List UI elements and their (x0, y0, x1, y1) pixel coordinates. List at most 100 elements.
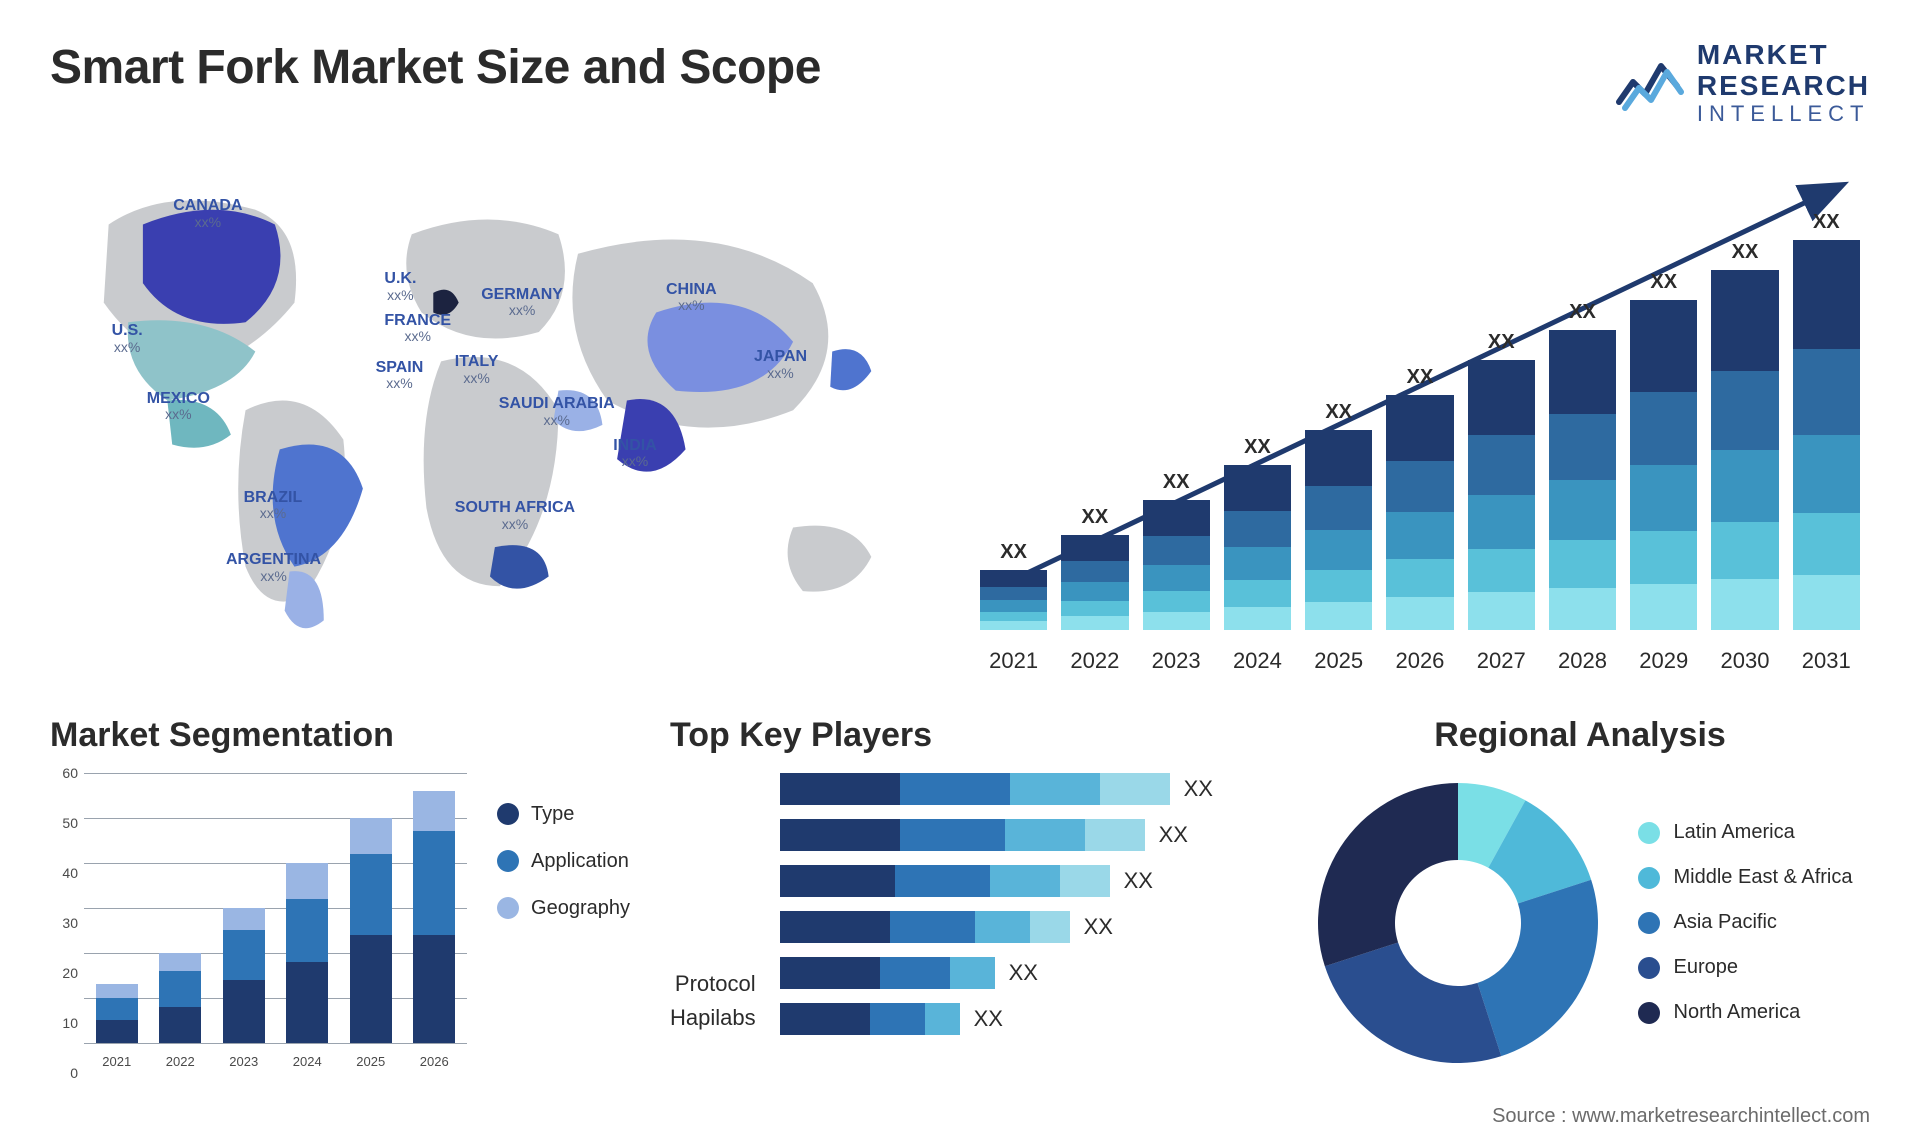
growth-segment (980, 600, 1047, 612)
country-label: SPAINxx% (376, 359, 424, 392)
x-axis-label: 2022 (166, 1054, 195, 1069)
growth-bar (1224, 465, 1291, 630)
growth-bar (980, 570, 1047, 630)
growth-top-label: XX (1163, 471, 1190, 494)
legend-swatch (497, 850, 519, 872)
growth-segment (1386, 597, 1453, 630)
growth-year-label: 2031 (1802, 648, 1851, 674)
growth-segment (1386, 559, 1453, 597)
segmentation-column: 2024 (281, 863, 335, 1043)
segmentation-column: 2023 (217, 908, 271, 1043)
growth-segment (1630, 300, 1697, 392)
legend-swatch (1638, 957, 1660, 979)
key-player-name: Hapilabs (670, 1005, 756, 1031)
legend-label: Application (531, 850, 629, 873)
regional-donut-chart (1308, 773, 1608, 1073)
key-player-segment (880, 957, 950, 989)
growth-segment (1630, 392, 1697, 465)
growth-segment (1224, 465, 1291, 511)
key-player-segment (780, 911, 890, 943)
growth-segment (1061, 601, 1128, 616)
key-player-segment (1010, 773, 1100, 805)
growth-top-label: XX (1082, 506, 1109, 529)
segmentation-segment (223, 908, 265, 931)
legend-item: Application (497, 850, 630, 873)
logo-text: MARKET RESEARCH INTELLECT (1697, 40, 1870, 126)
growth-year-label: 2021 (989, 648, 1038, 674)
segmentation-segment (96, 1020, 138, 1043)
country-label: CHINAxx% (666, 281, 717, 314)
growth-segment (1224, 580, 1291, 606)
key-player-bar (780, 1003, 960, 1035)
growth-segment (980, 587, 1047, 600)
growth-segment (1061, 535, 1128, 562)
y-axis-label: 60 (50, 765, 78, 781)
legend-item: Asia Pacific (1638, 911, 1853, 934)
growth-segment (1224, 607, 1291, 630)
growth-segment (1468, 549, 1535, 592)
donut-slice (1324, 942, 1500, 1063)
key-player-value: XX (1124, 868, 1153, 894)
regional-title: Regional Analysis (1290, 716, 1870, 755)
x-axis-label: 2026 (420, 1054, 449, 1069)
key-player-segment (950, 957, 995, 989)
donut-slice (1477, 880, 1598, 1056)
growth-segment (1061, 616, 1128, 629)
segmentation-segment (286, 863, 328, 899)
growth-year-label: 2029 (1639, 648, 1688, 674)
growth-segment (1468, 592, 1535, 630)
key-player-value: XX (1084, 914, 1113, 940)
key-player-segment (900, 773, 1010, 805)
legend-swatch (1638, 822, 1660, 844)
key-player-segment (975, 911, 1030, 943)
key-player-bar (780, 911, 1070, 943)
growth-column: XX2025 (1305, 401, 1372, 630)
key-player-segment (990, 865, 1060, 897)
key-player-segment (1030, 911, 1070, 943)
key-player-bar (780, 865, 1110, 897)
segmentation-bar (350, 818, 392, 1043)
growth-segment (1305, 430, 1372, 486)
growth-segment (1793, 349, 1860, 435)
bottom-row: Market Segmentation 20212022202320242025… (50, 716, 1870, 1096)
legend-swatch (1638, 912, 1660, 934)
growth-top-label: XX (1569, 301, 1596, 324)
legend-label: North America (1674, 1001, 1801, 1024)
growth-bar (1386, 395, 1453, 630)
growth-segment (980, 570, 1047, 587)
y-axis-label: 30 (50, 915, 78, 931)
key-player-bar (780, 957, 995, 989)
legend-label: Geography (531, 897, 630, 920)
growth-year-label: 2027 (1477, 648, 1526, 674)
growth-top-label: XX (1488, 331, 1515, 354)
legend-item: Europe (1638, 956, 1853, 979)
legend-label: Latin America (1674, 821, 1795, 844)
y-axis-label: 50 (50, 815, 78, 831)
growth-chart-panel: XX2021XX2022XX2023XX2024XX2025XX2026XX20… (970, 156, 1870, 676)
segmentation-segment (350, 818, 392, 854)
legend-item: Middle East & Africa (1638, 866, 1853, 889)
country-label: BRAZILxx% (244, 489, 303, 522)
key-player-segment (1060, 865, 1110, 897)
growth-bar (1630, 300, 1697, 630)
country-label: SOUTH AFRICAxx% (455, 499, 575, 532)
growth-top-label: XX (1813, 211, 1840, 234)
key-players-panel: Top Key Players ProtocolHapilabs XXXXXXX… (670, 716, 1250, 1096)
key-player-segment (780, 773, 900, 805)
growth-year-label: 2022 (1070, 648, 1119, 674)
growth-segment (1224, 511, 1291, 547)
growth-segment (1468, 435, 1535, 494)
key-player-segment (1005, 819, 1085, 851)
growth-segment (1468, 360, 1535, 436)
growth-segment (980, 612, 1047, 622)
growth-top-label: XX (1407, 366, 1434, 389)
country-label: ARGENTINAxx% (226, 551, 321, 584)
key-players-names: ProtocolHapilabs (670, 971, 756, 1035)
growth-segment (1711, 450, 1778, 522)
growth-column: XX2028 (1549, 301, 1616, 630)
key-player-bar (780, 819, 1145, 851)
y-axis-label: 10 (50, 1015, 78, 1031)
growth-segment (1305, 570, 1372, 602)
growth-segment (1630, 584, 1697, 630)
segmentation-segment (286, 899, 328, 962)
